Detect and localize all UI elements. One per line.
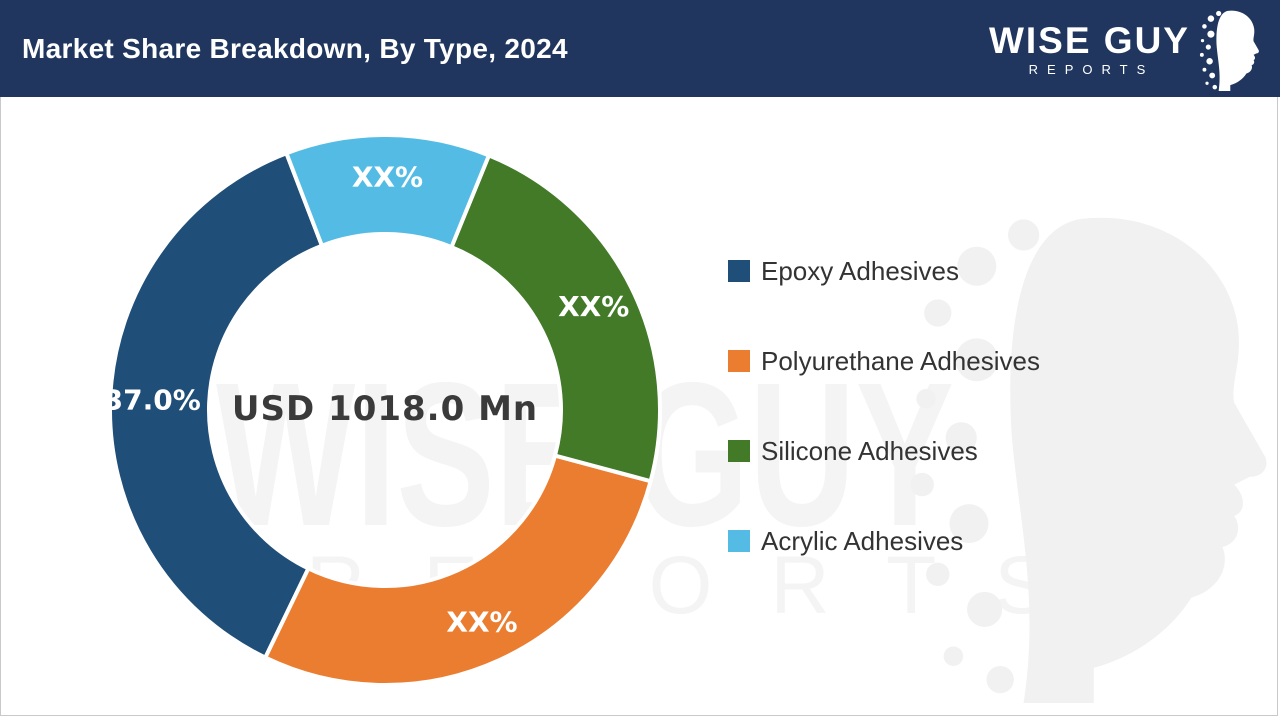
legend-label: Epoxy Adhesives [761, 256, 960, 286]
donut-segment [284, 133, 491, 250]
legend-color-swatch [728, 530, 750, 552]
segment-percentage-label: XX% [352, 161, 423, 194]
legend-item: Epoxy Adhesives [728, 257, 1040, 285]
logo-subtext: REPORTS [1028, 61, 1155, 77]
bottom-strip [0, 717, 1280, 720]
header-bar: Market Share Breakdown, By Type, 2024 WI… [0, 0, 1280, 97]
legend-item: Acrylic Adhesives [728, 527, 1040, 555]
legend-label: Polyurethane Adhesives [761, 346, 1040, 376]
page-title: Market Share Breakdown, By Type, 2024 [22, 32, 568, 64]
wise-guy-reports-logo: WISE GUY REPORTS [989, 7, 1280, 91]
legend-color-swatch [728, 260, 750, 282]
legend-label: Silicone Adhesives [761, 436, 978, 466]
chart-center-value: USD 1018.0 Mn [231, 389, 539, 430]
legend-color-swatch [728, 350, 750, 372]
legend-color-swatch [728, 440, 750, 462]
donut-segment [108, 151, 324, 660]
legend-item: Polyurethane Adhesives [728, 347, 1040, 375]
donut-segment [449, 153, 662, 484]
legend-label: Acrylic Adhesives [761, 526, 964, 556]
face-profile-icon [1192, 7, 1266, 91]
chart-legend: Epoxy Adhesives Polyurethane Adhesives S… [728, 257, 1040, 617]
logo-wordmark: WISE GUY [988, 19, 1190, 61]
segment-percentage-label: 37.0% [104, 384, 201, 417]
donut-segment [263, 453, 653, 687]
segment-percentage-label: XX% [446, 605, 517, 638]
legend-item: Silicone Adhesives [728, 437, 1040, 465]
segment-percentage-label: XX% [558, 290, 629, 323]
